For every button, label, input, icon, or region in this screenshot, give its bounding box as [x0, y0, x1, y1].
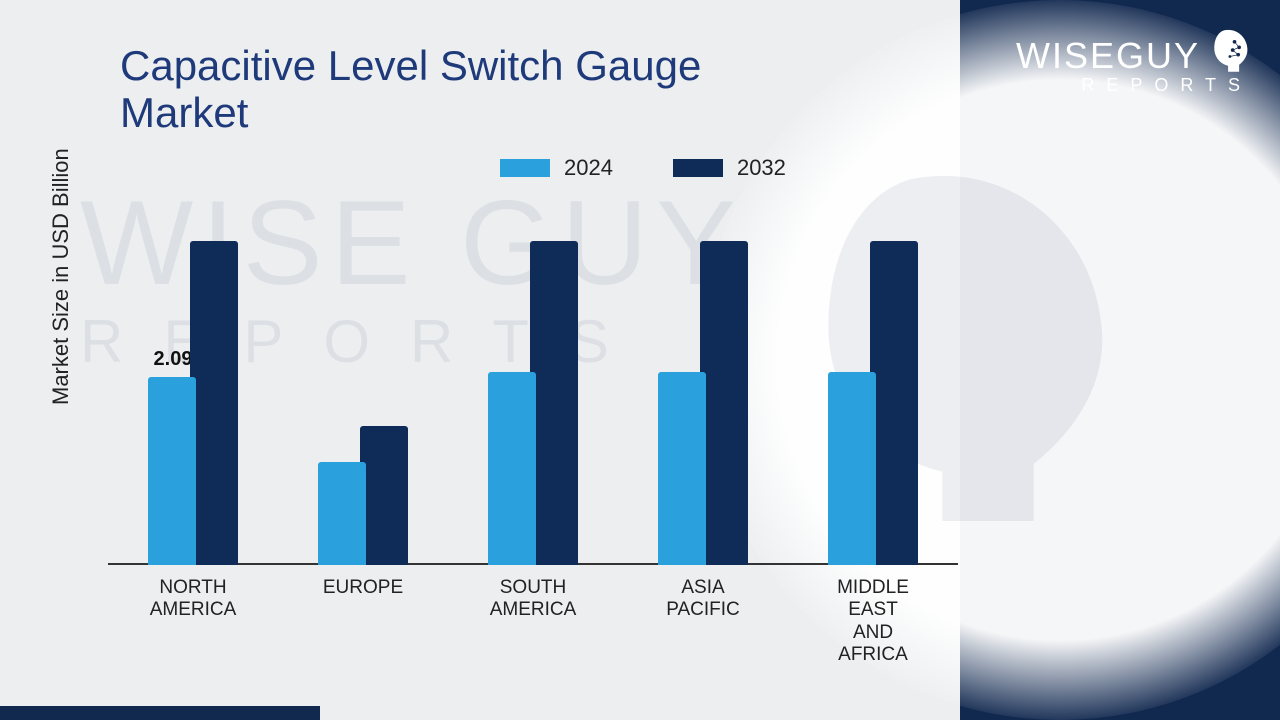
bar-group: ASIAPACIFIC: [618, 205, 788, 695]
brand-word-1: WISE: [1016, 35, 1116, 76]
category-label: EUROPE: [278, 577, 448, 599]
infographic-canvas: WISEGUY REPORTS WISE GUY REPORTS Capacit…: [0, 0, 1280, 720]
chart-title: Capacitive Level Switch Gauge Market: [120, 42, 800, 136]
legend-item: 2024: [500, 155, 613, 181]
brand-logo: WISEGUY REPORTS: [1016, 28, 1252, 94]
brand-word-3: REPORTS: [1016, 76, 1252, 94]
bar-pair: [828, 241, 918, 565]
brand-word-2: GUY: [1116, 35, 1200, 76]
legend-label: 2024: [564, 155, 613, 181]
bar-pair: [658, 241, 748, 565]
footer-accent-bar: [0, 706, 320, 720]
bar: [828, 372, 876, 566]
legend-label: 2032: [737, 155, 786, 181]
bar: [658, 372, 706, 566]
brain-head-icon: [1206, 28, 1252, 74]
y-axis-label: Market Size in USD Billion: [48, 148, 74, 405]
bar: [318, 462, 366, 566]
category-label: ASIAPACIFIC: [618, 577, 788, 622]
bar: [148, 377, 196, 565]
bar-group: SOUTHAMERICA: [448, 205, 618, 695]
bar: [190, 241, 238, 565]
legend-item: 2032: [673, 155, 786, 181]
bar: [488, 372, 536, 566]
bar-group: 2.09NORTHAMERICA: [108, 205, 278, 695]
category-label: SOUTHAMERICA: [448, 577, 618, 622]
bar: [360, 426, 408, 566]
bar: [870, 241, 918, 565]
legend: 2024 2032: [500, 155, 786, 181]
bar-pair: [318, 426, 408, 566]
bar: [530, 241, 578, 565]
bar-group: EUROPE: [278, 205, 448, 695]
category-label: MIDDLEEASTANDAFRICA: [788, 577, 958, 667]
bar-chart: Market Size in USD Billion 20242032 2.09…: [60, 155, 960, 695]
bar-group: MIDDLEEASTANDAFRICA: [788, 205, 958, 695]
bar-groups: 2.09NORTHAMERICAEUROPESOUTHAMERICAASIAPA…: [108, 205, 958, 695]
legend-swatch: [500, 159, 550, 177]
bar-pair: [148, 241, 238, 565]
bar-pair: [488, 241, 578, 565]
legend-swatch: [673, 159, 723, 177]
bar: [700, 241, 748, 565]
category-label: NORTHAMERICA: [108, 577, 278, 622]
